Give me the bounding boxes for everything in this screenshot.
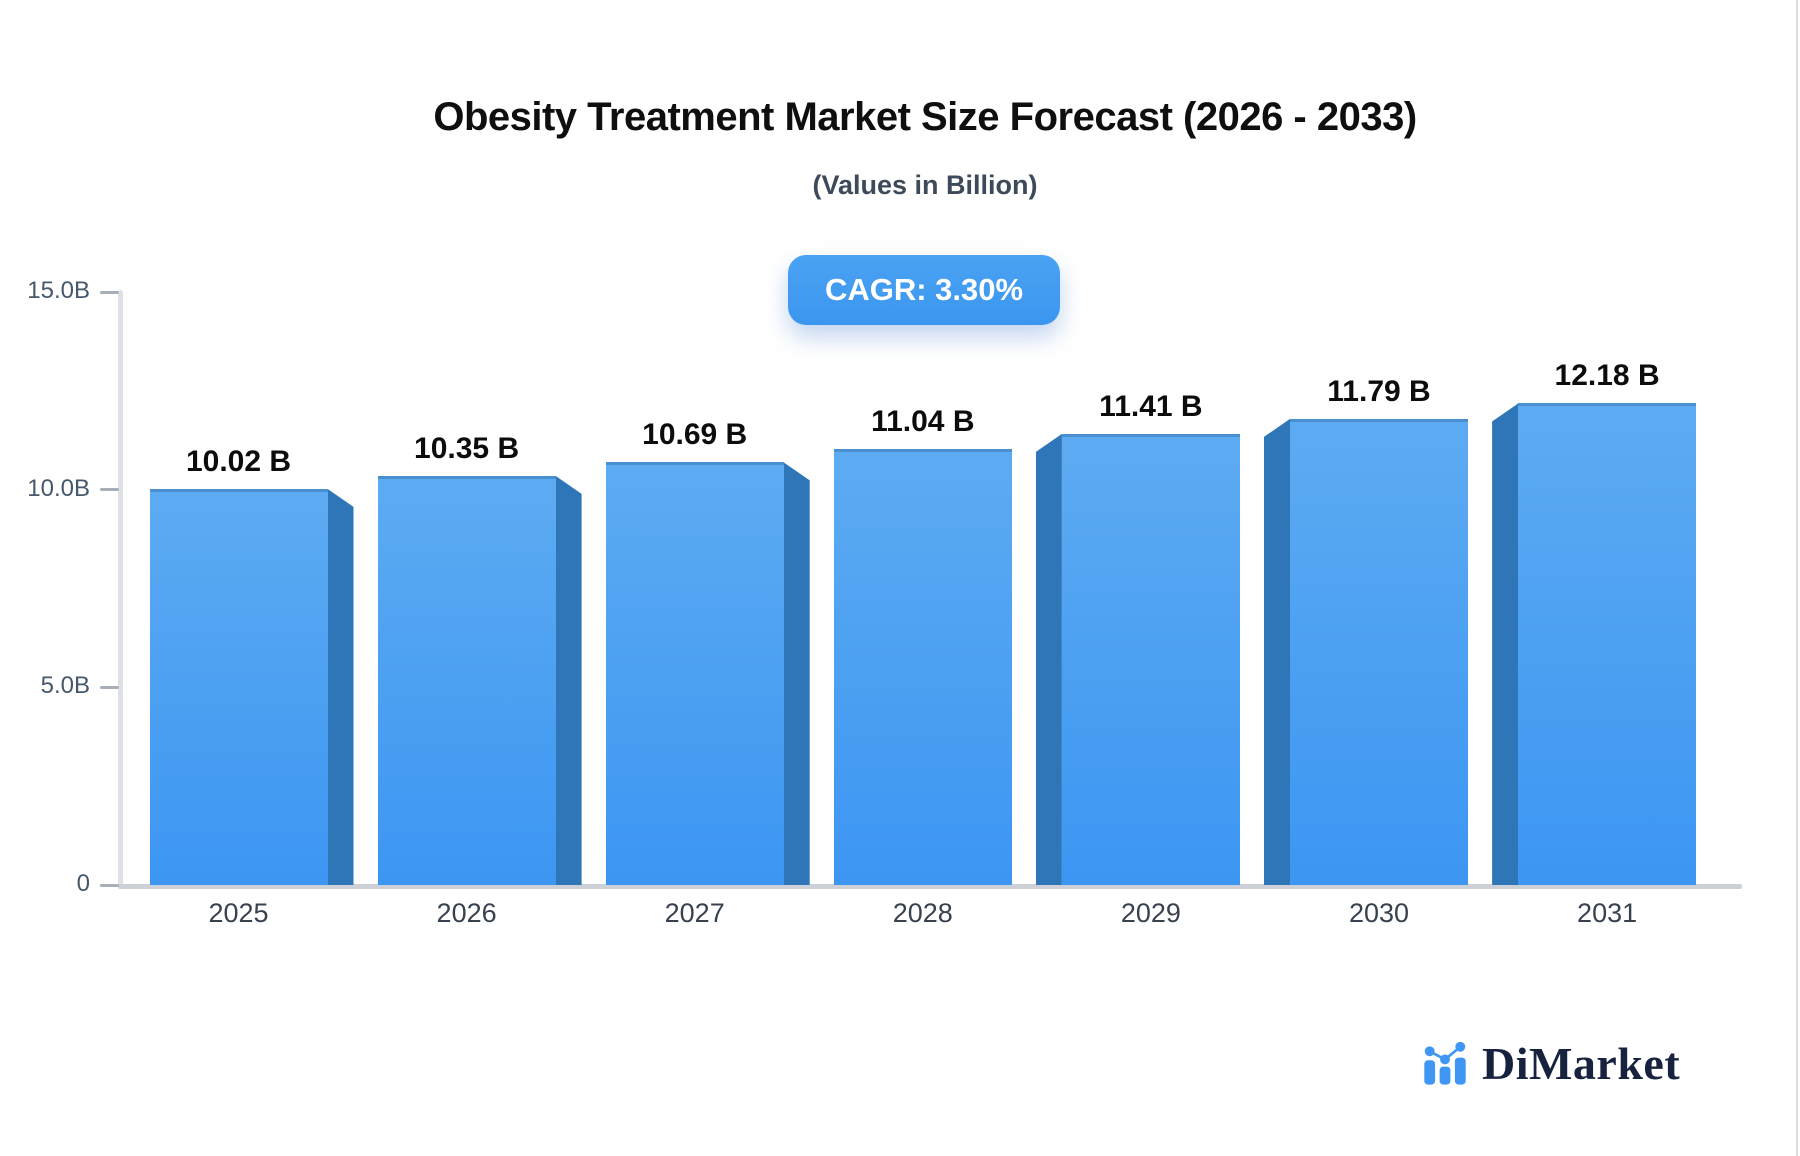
bar-2028 — [833, 448, 1012, 885]
y-axis-tick — [100, 290, 119, 294]
bar-top-edge — [1061, 433, 1240, 437]
bar-side-face-2027 — [783, 462, 810, 885]
bar-side-face-2029 — [1035, 433, 1062, 885]
brand-logo: DiMarket — [1418, 1036, 1680, 1090]
chart-subtitle: (Values in Billion) — [812, 170, 1038, 200]
bar-top-edge — [377, 475, 556, 479]
bar-2027 — [605, 462, 784, 885]
y-axis-tick-label: 10.0B — [27, 474, 90, 502]
x-axis-label-2029: 2029 — [1120, 898, 1181, 928]
y-axis-tick — [100, 685, 119, 689]
bar-top-edge — [605, 462, 784, 466]
chart-title: Obesity Treatment Market Size Forecast (… — [433, 95, 1417, 139]
y-axis-tick — [100, 488, 119, 492]
y-axis-tick — [100, 883, 119, 887]
bar-2031 — [1518, 403, 1697, 885]
bar-value-label-2031: 12.18 B — [1554, 359, 1660, 393]
x-axis-label-2026: 2026 — [436, 898, 497, 928]
x-axis-label-2028: 2028 — [892, 898, 953, 928]
bar-value-label-2025: 10.02 B — [185, 444, 292, 478]
window-edge-line — [1796, 0, 1798, 1156]
bar-value-label-2026: 10.35 B — [414, 431, 520, 465]
bar-value-label-2029: 11.41 B — [1099, 389, 1203, 423]
x-axis-label-2031: 2031 — [1577, 898, 1638, 928]
bar-value-label-2027: 10.69 B — [642, 418, 748, 452]
y-axis-tick-label: 15.0B — [27, 277, 90, 304]
y-axis-tick-label: 5.0B — [40, 672, 90, 700]
brand-logo-icon — [1424, 1041, 1466, 1085]
x-axis-label-2025: 2025 — [208, 898, 269, 928]
x-axis-label-2027: 2027 — [664, 898, 725, 928]
cagr-badge-label: CAGR: 3.30% — [824, 272, 1024, 307]
x-axis-label-2030: 2030 — [1348, 898, 1410, 928]
y-axis-tick-label: 0 — [76, 870, 90, 897]
cagr-badge: CAGR: 3.30% — [788, 255, 1060, 325]
bar-2026 — [377, 475, 556, 885]
bar-side-face-2031 — [1492, 403, 1519, 885]
bar-top-edge — [149, 488, 328, 492]
bar-top-edge — [1518, 403, 1697, 407]
brand-logo-text: DiMarket — [1482, 1037, 1681, 1089]
bar-top-edge — [833, 448, 1012, 452]
bar-top-edge — [1290, 418, 1468, 422]
bar-side-face-2026 — [555, 475, 582, 885]
bar-side-face-2030 — [1264, 418, 1290, 885]
bar-value-label-2028: 11.04 B — [871, 404, 975, 438]
y-axis-line — [118, 290, 123, 888]
bar-2025 — [149, 488, 328, 885]
x-axis-baseline — [118, 884, 1742, 889]
bar-value-label-2030: 11.79 B — [1327, 374, 1431, 408]
bar-2029 — [1061, 433, 1240, 885]
bar-2030 — [1290, 418, 1468, 885]
bar-side-face-2025 — [327, 488, 354, 885]
